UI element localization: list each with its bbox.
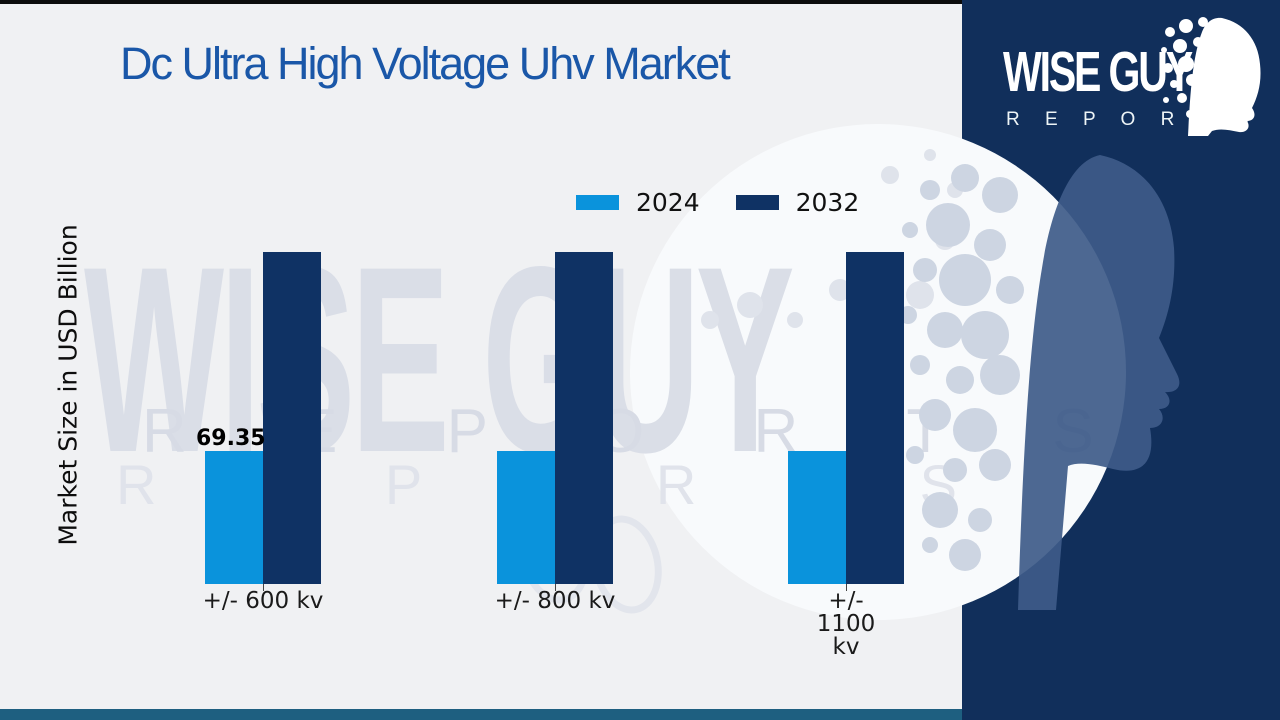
legend-swatch-icon [576,195,619,210]
logo-face-icon [1161,17,1261,136]
logo: WISE GUY R E P O R T S [1003,40,1264,130]
x-axis-tick [555,584,556,591]
chart-title: Dc Ultra High Voltage Uhv Market [120,38,731,89]
logo-wordmark: WISE GUY [1003,40,1193,104]
top-strip [0,0,1280,4]
bar-2024-1 [205,451,263,584]
x-axis-tick [846,584,847,591]
legend: 2024 2032 [576,190,859,215]
bar-2032-1 [263,252,321,584]
bar-2024-2 [497,451,555,584]
bar-2024-3 [788,451,846,584]
x-axis-category-label: +/- 1100 kv [816,588,876,660]
x-axis-tick [263,584,264,591]
x-axis-category-label: +/- 600 kv [202,588,324,614]
footer-strip [0,709,1280,720]
bar-2032-3 [846,252,904,584]
x-axis-category-label: +/- 800 kv [494,588,616,614]
legend-label: 2024 [636,188,700,217]
legend-swatch-icon [735,195,779,210]
legend-item-2024: 2024 [576,190,700,215]
brain-dots-face-icon [899,155,1180,610]
legend-item-2032: 2032 [735,188,860,217]
legend-label: 2032 [795,188,860,217]
bar-value-label: 69.35 [196,426,266,451]
bar-2032-2 [555,252,613,584]
